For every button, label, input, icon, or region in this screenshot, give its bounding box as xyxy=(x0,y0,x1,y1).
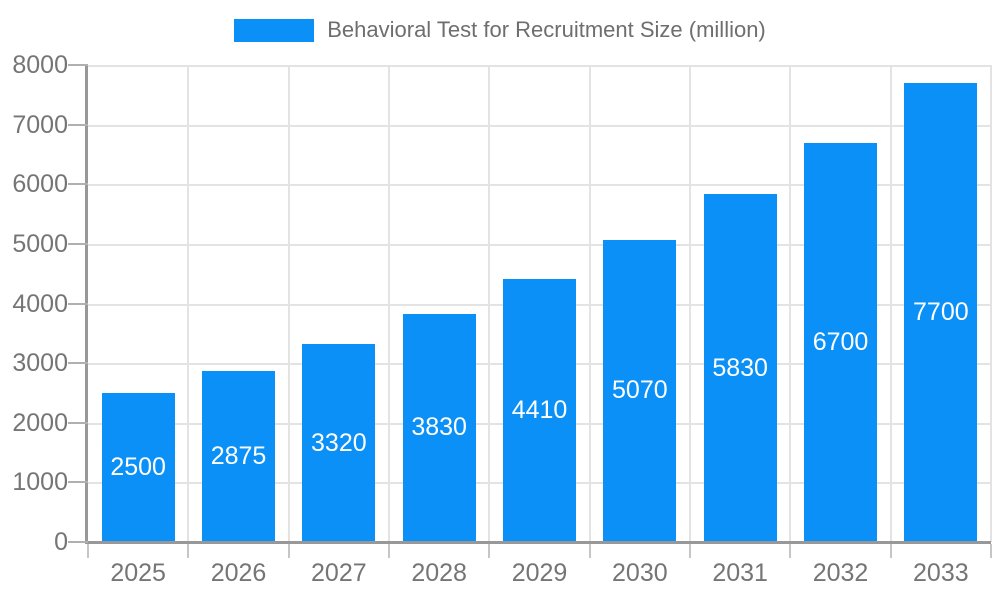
bar[interactable]: 7700 xyxy=(904,82,978,542)
bar[interactable]: 6700 xyxy=(804,142,877,542)
x-axis-tick xyxy=(388,544,390,558)
y-axis-label: 8000 xyxy=(12,51,68,79)
x-axis-label: 2032 xyxy=(812,559,869,587)
x-axis-line xyxy=(85,541,991,544)
y-axis-tick xyxy=(68,242,88,245)
y-axis-label: 4000 xyxy=(12,289,68,318)
bar-value-label: 6700 xyxy=(812,327,869,356)
y-axis-tick xyxy=(68,421,88,424)
y-axis-label: 2000 xyxy=(12,408,68,437)
gridline-vertical xyxy=(187,65,190,542)
x-axis-label: 2027 xyxy=(311,559,367,587)
x-axis-tick xyxy=(689,544,691,558)
gridline-vertical xyxy=(287,65,290,542)
legend-color-swatch xyxy=(234,18,315,42)
gridline-horizontal xyxy=(88,243,991,246)
x-axis-label: 2025 xyxy=(110,559,166,587)
y-axis-tick xyxy=(68,64,88,66)
gridline-horizontal xyxy=(88,65,991,67)
gridline-vertical xyxy=(889,65,892,542)
x-axis-tick xyxy=(488,544,491,558)
y-axis-label: 3000 xyxy=(12,349,68,378)
x-axis-tick xyxy=(87,544,89,558)
y-axis-label: 0 xyxy=(54,528,68,556)
x-axis-label: 2031 xyxy=(712,559,768,587)
x-axis-tick xyxy=(187,544,190,558)
y-axis-tick xyxy=(68,481,88,484)
chart-legend[interactable]: Behavioral Test for Recruitment Size (mi… xyxy=(0,17,1000,43)
bar-value-label: 2500 xyxy=(110,452,166,481)
y-axis-tick xyxy=(68,541,88,543)
bar-value-label: 4410 xyxy=(511,396,568,425)
x-axis-label: 2026 xyxy=(210,559,267,587)
bar-value-label: 5830 xyxy=(712,353,768,382)
gridline-horizontal xyxy=(88,184,991,187)
bar[interactable]: 3320 xyxy=(302,344,376,542)
x-axis-label: 2030 xyxy=(612,559,668,587)
y-axis-label: 1000 xyxy=(12,468,68,497)
gridline-vertical xyxy=(388,65,390,542)
gridline-vertical xyxy=(488,65,491,542)
bar[interactable]: 3830 xyxy=(402,313,476,542)
x-axis-tick xyxy=(588,544,591,558)
x-axis-tick xyxy=(789,544,792,558)
y-axis-tick xyxy=(68,362,88,365)
gridline-vertical xyxy=(689,65,691,542)
gridline-horizontal xyxy=(88,124,991,127)
y-axis-label: 7000 xyxy=(12,110,68,139)
y-axis-line xyxy=(85,65,88,544)
bar[interactable]: 5830 xyxy=(703,194,777,542)
bar[interactable]: 4410 xyxy=(503,279,576,542)
plot-area: 2500 2875 3320 3830 4410 5070 5830 6700 7700 xyxy=(88,65,992,542)
bar-value-label: 5070 xyxy=(612,376,668,405)
x-axis-label: 2028 xyxy=(411,559,467,587)
y-axis-tick xyxy=(68,302,88,305)
bar-value-label: 7700 xyxy=(913,297,969,326)
gridline-vertical xyxy=(588,65,591,542)
legend-label: Behavioral Test for Recruitment Size (mi… xyxy=(327,17,766,42)
y-axis-tick xyxy=(68,183,88,186)
x-axis-tick xyxy=(287,544,290,558)
y-axis-label: 6000 xyxy=(12,170,68,199)
gridline-vertical xyxy=(990,65,992,542)
y-axis-tick xyxy=(68,123,88,126)
bar[interactable]: 2500 xyxy=(101,392,175,542)
x-axis-tick xyxy=(990,544,992,558)
y-axis-label: 5000 xyxy=(12,229,68,258)
bar[interactable]: 5070 xyxy=(603,239,677,542)
bar[interactable]: 2875 xyxy=(202,370,275,542)
bar-value-label: 3320 xyxy=(311,428,367,457)
gridline-vertical xyxy=(789,65,792,542)
x-axis-tick xyxy=(889,544,892,558)
x-axis-label: 2029 xyxy=(511,559,568,587)
bar-value-label: 3830 xyxy=(411,413,467,442)
x-axis-label: 2033 xyxy=(913,559,969,587)
bar-value-label: 2875 xyxy=(210,441,267,470)
